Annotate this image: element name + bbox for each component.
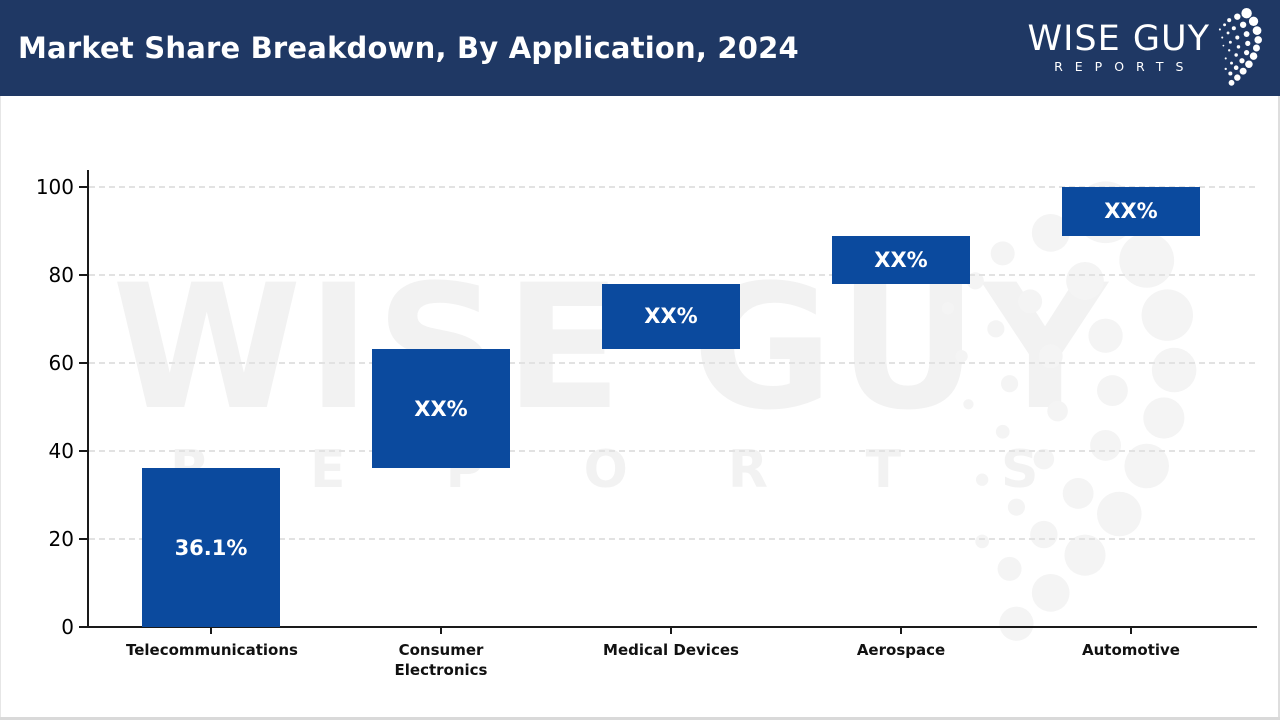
bar-value-label: 36.1% bbox=[174, 535, 248, 560]
y-tick-label: 0 bbox=[61, 615, 74, 639]
logo-face-icon bbox=[1218, 7, 1262, 86]
y-tick-label: 60 bbox=[48, 351, 74, 375]
y-tick-mark bbox=[79, 186, 87, 188]
waterfall-bar: XX% bbox=[832, 235, 970, 284]
bar-value-label: XX% bbox=[874, 247, 928, 272]
page-border-right bbox=[1278, 96, 1280, 720]
y-tick-mark bbox=[79, 362, 87, 364]
y-axis bbox=[87, 170, 89, 628]
waterfall-bar: XX% bbox=[1062, 187, 1200, 236]
y-tick-mark bbox=[79, 274, 87, 276]
x-tick-mark bbox=[210, 628, 212, 634]
y-tick-label: 100 bbox=[35, 175, 74, 199]
y-tick-label: 40 bbox=[48, 439, 74, 463]
x-axis bbox=[87, 626, 1257, 628]
y-tick-mark bbox=[79, 538, 87, 540]
y-gridline bbox=[89, 362, 1255, 364]
logo-reports-label: REPORTS bbox=[1054, 59, 1196, 75]
header-bar: Market Share Breakdown, By Application, … bbox=[0, 0, 1280, 96]
bar-value-label: XX% bbox=[644, 304, 698, 329]
bar-value-label: XX% bbox=[1104, 199, 1158, 224]
page-border-left bbox=[0, 96, 1, 720]
x-tick-mark bbox=[1130, 628, 1132, 634]
logo-text: WISE GUY REPORTS bbox=[1027, 18, 1210, 75]
x-tick-mark bbox=[900, 628, 902, 634]
page-border-bottom bbox=[0, 717, 1280, 720]
x-category-label: Medical Devices bbox=[603, 641, 739, 659]
y-gridline bbox=[89, 274, 1255, 276]
x-category-label: Automotive bbox=[1082, 641, 1180, 659]
waterfall-bar: XX% bbox=[602, 283, 740, 349]
x-category-label: Telecommunications bbox=[126, 641, 298, 659]
y-gridline bbox=[89, 450, 1255, 452]
x-category-label: Consumer Electronics bbox=[394, 641, 488, 679]
y-gridline bbox=[89, 186, 1255, 188]
y-tick-mark bbox=[79, 450, 87, 452]
waterfall-bar: 36.1% bbox=[142, 468, 280, 627]
bar-value-label: XX% bbox=[414, 396, 468, 421]
wise-guy-reports-logo: WISE GUY REPORTS bbox=[1027, 6, 1264, 90]
x-tick-mark bbox=[670, 628, 672, 634]
x-category-label: Aerospace bbox=[856, 641, 946, 659]
y-gridline bbox=[89, 538, 1255, 540]
y-tick-label: 20 bbox=[48, 527, 74, 551]
chart-title: Market Share Breakdown, By Application, … bbox=[18, 31, 799, 65]
waterfall-bar: XX% bbox=[372, 348, 510, 469]
x-tick-mark bbox=[440, 628, 442, 634]
logo-wiseguy-label: WISE GUY bbox=[1027, 18, 1210, 59]
y-tick-label: 80 bbox=[48, 263, 74, 287]
y-tick-mark bbox=[79, 626, 87, 628]
